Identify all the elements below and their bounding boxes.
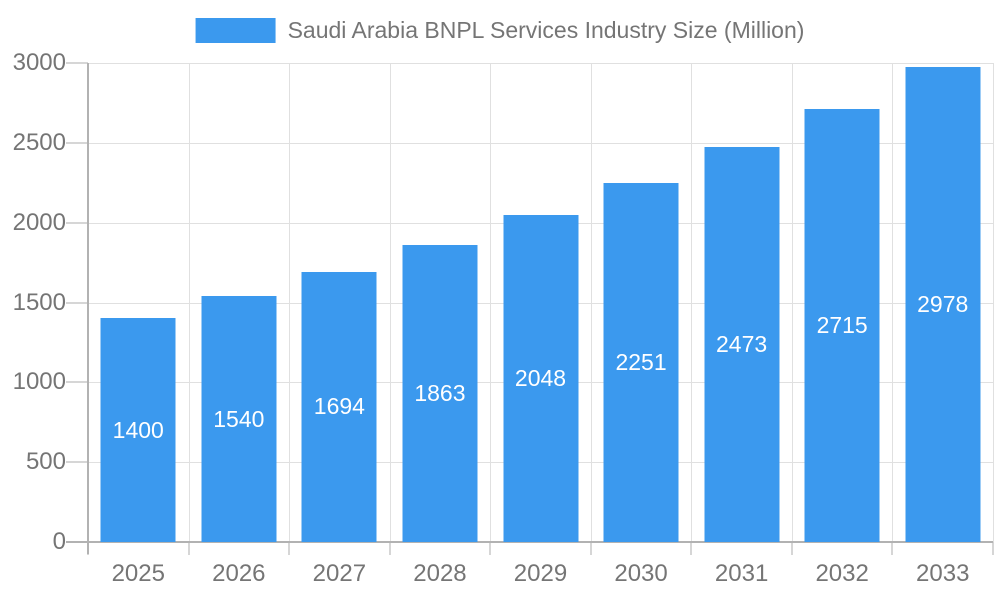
bar-2028[interactable]: 1863: [402, 244, 478, 542]
x-tick: [187, 542, 190, 555]
bar-2031[interactable]: 2473: [704, 147, 780, 542]
y-tick-label: 1500: [12, 288, 66, 316]
v-gridline: [691, 63, 693, 542]
y-tick: [66, 461, 88, 464]
x-tick: [992, 542, 994, 555]
bar-value-label: 2978: [917, 290, 969, 317]
y-tick: [66, 301, 88, 304]
y-tick-label: 1000: [12, 368, 66, 396]
x-axis-labels: 2025 2026 2027 2028 2029 2030 2031 2032 2033: [88, 560, 993, 592]
legend[interactable]: Saudi Arabia BNPL Services Industry Size…: [195, 17, 805, 43]
x-tick-label: 2026: [212, 560, 266, 587]
x-tick: [489, 542, 492, 555]
x-tick: [388, 542, 391, 555]
y-tick-label: 2500: [12, 128, 66, 156]
x-tick-label: 2029: [513, 560, 568, 587]
x-tick: [891, 542, 894, 555]
y-tick: [66, 221, 88, 224]
x-tick: [288, 542, 291, 555]
v-gridline: [389, 63, 391, 542]
legend-label: Saudi Arabia BNPL Services Industry Size…: [287, 17, 805, 43]
y-tick-label: 2000: [12, 208, 66, 236]
bar-value-label: 1694: [313, 393, 365, 420]
bar-2032[interactable]: 2715: [804, 108, 880, 542]
h-gridline: [88, 63, 993, 64]
x-tick-label: 2027: [312, 560, 367, 587]
v-gridline: [490, 63, 492, 542]
y-axis-labels: 0 500 1000 1500 2000 2500 3000: [0, 49, 66, 555]
x-axis-line: [66, 541, 993, 543]
x-tick-label: 2032: [815, 560, 869, 587]
v-gridline: [590, 63, 592, 542]
bar-value-label: 1863: [414, 379, 466, 406]
v-gridline: [993, 63, 994, 542]
y-tick: [66, 381, 88, 384]
v-gridline: [892, 63, 894, 542]
bar-2026[interactable]: 1540: [201, 296, 277, 542]
x-tick-label: 2028: [413, 560, 467, 587]
bar-2033[interactable]: 2978: [905, 66, 981, 542]
v-gridline: [188, 63, 190, 542]
bar-value-label: 2473: [716, 331, 768, 358]
y-tick-label: 0: [52, 528, 66, 555]
bar-value-label: 2048: [514, 365, 567, 391]
x-tick-label: 2031: [714, 560, 769, 587]
y-tick-label: 500: [25, 448, 66, 476]
x-tick: [790, 542, 793, 555]
y-tick: [66, 62, 88, 64]
h-gridline: [88, 142, 993, 144]
bar-2029[interactable]: 2048: [503, 215, 578, 542]
bar-value-label: 1400: [112, 416, 164, 443]
x-tick: [589, 542, 592, 555]
x-tick-label: 2025: [111, 560, 165, 587]
x-tick-label: 2030: [614, 560, 668, 587]
legend-swatch-icon: [195, 18, 276, 43]
bar-value-label: 1540: [213, 405, 265, 432]
plot-area: 1400 1540 1694 1863 2048 2251 2473 2715 2978: [66, 62, 994, 555]
y-tick-label: 3000: [12, 49, 66, 76]
bar-2027[interactable]: 1694: [301, 271, 377, 542]
x-tick: [690, 542, 693, 555]
v-gridline: [289, 63, 291, 542]
x-tick-label: 2033: [916, 560, 970, 587]
y-tick: [66, 141, 88, 144]
bar-2025[interactable]: 1400: [100, 318, 176, 542]
v-gridline: [791, 63, 793, 542]
bar-value-label: 2251: [615, 348, 667, 375]
bar-2030[interactable]: 2251: [603, 182, 679, 542]
y-axis-line: [87, 63, 89, 554]
bar-value-label: 2715: [816, 311, 868, 338]
